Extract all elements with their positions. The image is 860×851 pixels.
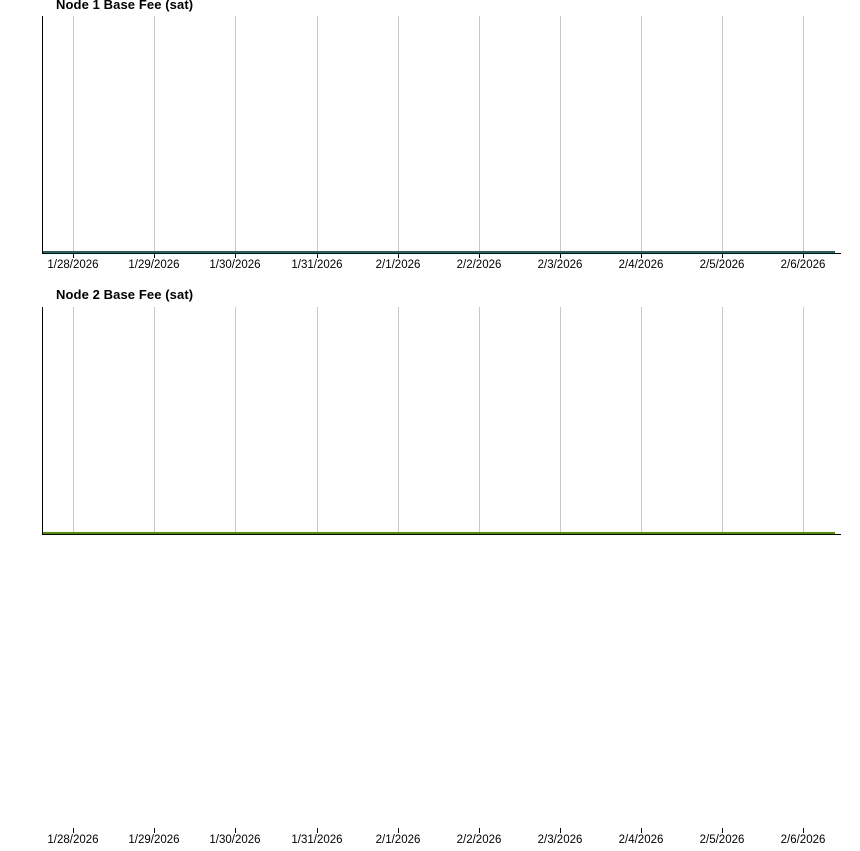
x-tick-label: 2/4/2026 <box>618 834 664 846</box>
x-tick-mark <box>560 253 561 258</box>
x-tick-mark <box>479 828 480 833</box>
plot-area-node-1 <box>42 16 841 254</box>
chart-panel-node-1: Node 1 Base Fee (sat) 1/28/2026 1/29/2026… <box>0 0 860 285</box>
x-tick-label: 2/1/2026 <box>375 834 421 846</box>
x-tick-mark <box>803 253 804 258</box>
gridline <box>560 307 561 534</box>
x-tick-label: 1/30/2026 <box>209 259 261 271</box>
x-tick-labels-node-1: 1/28/2026 1/29/2026 1/30/2026 1/31/2026 2/1/… <box>0 253 860 276</box>
x-tick-label: 1/28/2026 <box>47 259 99 271</box>
x-tick-label: 2/5/2026 <box>699 259 745 271</box>
x-tick-mark <box>722 253 723 258</box>
x-tick-label: 2/2/2026 <box>456 834 502 846</box>
gridline <box>479 307 480 534</box>
x-axis-node-1 <box>42 253 841 254</box>
x-tick-mark <box>398 253 399 258</box>
gridline <box>479 16 480 253</box>
gridline <box>398 16 399 253</box>
gridline <box>560 16 561 253</box>
x-tick-label: 2/1/2026 <box>375 259 421 271</box>
x-tick-mark <box>317 253 318 258</box>
x-tick-label: 2/5/2026 <box>699 834 745 846</box>
gridline <box>641 16 642 253</box>
x-tick-mark <box>641 828 642 833</box>
gridline <box>722 16 723 253</box>
x-tick-mark <box>560 828 561 833</box>
gridline <box>641 307 642 534</box>
gridline <box>398 307 399 534</box>
x-tick-label: 1/31/2026 <box>291 834 343 846</box>
x-tick-label: 1/28/2026 <box>47 834 99 846</box>
x-tick-mark <box>154 253 155 258</box>
gridline <box>235 16 236 253</box>
x-tick-label: 2/4/2026 <box>618 259 664 271</box>
x-tick-label: 2/3/2026 <box>537 834 583 846</box>
gridline <box>73 16 74 253</box>
x-tick-label: 2/3/2026 <box>537 259 583 271</box>
x-tick-mark <box>235 253 236 258</box>
x-tick-mark <box>154 828 155 833</box>
gridline <box>803 16 804 253</box>
x-tick-mark <box>235 828 236 833</box>
x-tick-label: 2/6/2026 <box>780 834 826 846</box>
gridline <box>73 307 74 534</box>
gridline <box>722 307 723 534</box>
x-tick-mark <box>479 253 480 258</box>
x-tick-mark <box>722 828 723 833</box>
series-line-node-2 <box>42 532 835 534</box>
gridline <box>317 16 318 253</box>
x-tick-mark <box>803 828 804 833</box>
plot-area-node-2 <box>42 307 841 535</box>
x-tick-mark <box>317 828 318 833</box>
chart-title-node-1: Node 1 Base Fee (sat) <box>56 0 194 12</box>
gridline <box>154 307 155 534</box>
x-tick-mark <box>398 828 399 833</box>
x-tick-label: 1/30/2026 <box>209 834 261 846</box>
x-tick-label: 1/31/2026 <box>291 259 343 271</box>
series-line-node-1 <box>42 251 835 253</box>
x-tick-labels-node-2: 1/28/2026 1/29/2026 1/30/2026 1/31/2026 2/1/… <box>0 828 860 851</box>
x-tick-label: 2/6/2026 <box>780 259 826 271</box>
gridline <box>803 307 804 534</box>
chart-title-node-2: Node 2 Base Fee (sat) <box>56 287 194 302</box>
x-tick-mark <box>73 828 74 833</box>
gridline <box>235 307 236 534</box>
x-tick-label: 1/29/2026 <box>128 834 180 846</box>
x-tick-label: 1/29/2026 <box>128 259 180 271</box>
y-axis-node-1 <box>42 16 43 254</box>
chart-panel-node-2: Node 2 Base Fee (sat) 1/28/2026 1/29/2026… <box>0 283 860 846</box>
y-axis-node-2 <box>42 307 43 535</box>
x-tick-label: 2/2/2026 <box>456 259 502 271</box>
gridline <box>317 307 318 534</box>
gridline <box>154 16 155 253</box>
x-tick-mark <box>73 253 74 258</box>
x-axis-node-2 <box>42 534 841 535</box>
x-tick-mark <box>641 253 642 258</box>
